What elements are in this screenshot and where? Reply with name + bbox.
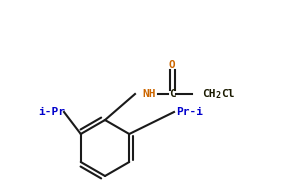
Text: NH: NH xyxy=(142,89,155,99)
Text: O: O xyxy=(169,60,175,70)
Text: i-Pr: i-Pr xyxy=(38,107,65,117)
Text: C: C xyxy=(169,89,175,99)
Text: 2: 2 xyxy=(216,91,221,100)
Text: Cl: Cl xyxy=(221,89,235,99)
Text: CH: CH xyxy=(202,89,216,99)
Text: Pr-i: Pr-i xyxy=(176,107,203,117)
